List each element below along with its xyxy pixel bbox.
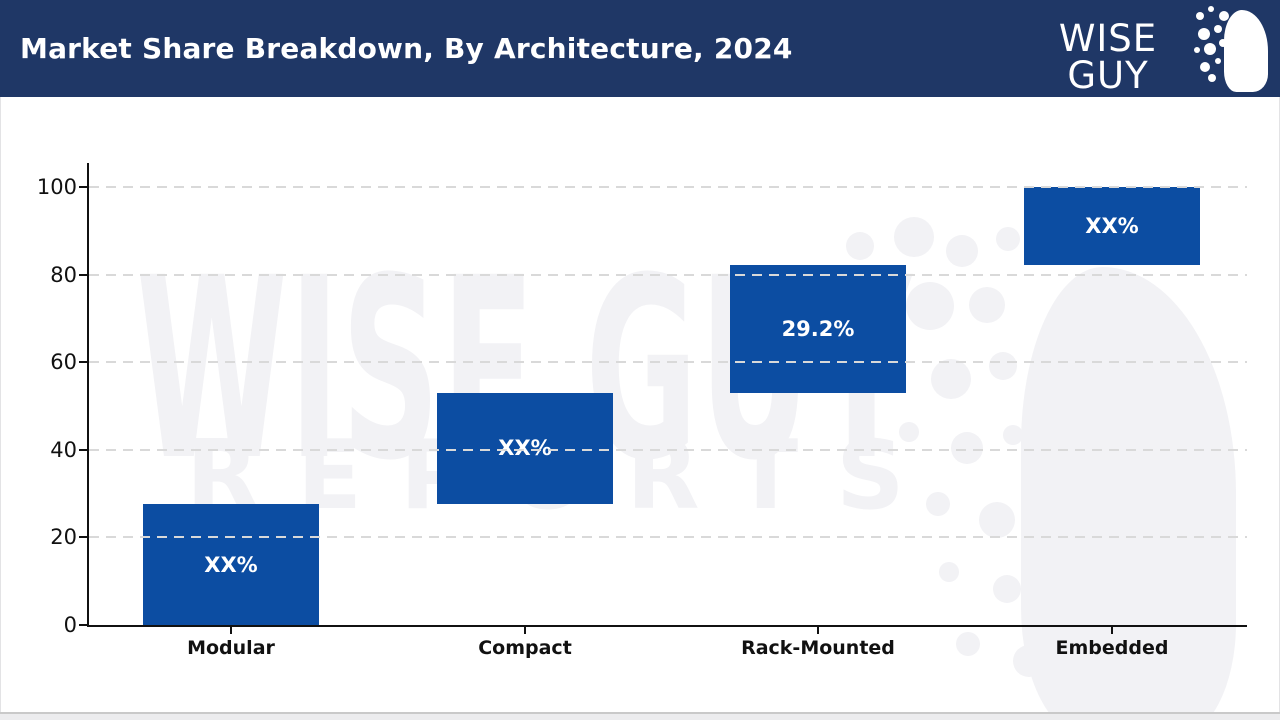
brand-tagline: REPORTS — [1050, 97, 1174, 112]
bar: XX% — [143, 504, 319, 625]
bar-value-label: 29.2% — [781, 316, 855, 341]
brand-text: WISE GUY REPORTS — [1018, 20, 1198, 112]
y-tick-mark — [79, 448, 89, 451]
y-tick-mark — [79, 536, 89, 539]
x-tick-mark — [1111, 627, 1113, 634]
y-tick-label: 0 — [63, 613, 77, 637]
category-label: Embedded — [1055, 637, 1169, 659]
header: Market Share Breakdown, By Architecture,… — [0, 0, 1280, 112]
category-label: Compact — [478, 637, 572, 659]
category-label: Rack-Mounted — [741, 637, 895, 659]
chart-area: WISE GUY REPORTS 020406080100XX%ModularX… — [0, 97, 1280, 713]
gridline — [89, 361, 1247, 364]
y-axis-line — [87, 163, 89, 627]
bar: XX% — [1024, 187, 1200, 265]
x-tick-mark — [524, 627, 526, 634]
gridline — [89, 186, 1247, 188]
bar: 29.2% — [730, 264, 906, 393]
y-tick-mark — [79, 361, 89, 364]
bar-value-label: XX% — [498, 436, 552, 461]
y-tick-label: 40 — [50, 437, 77, 462]
y-tick-mark — [79, 186, 89, 188]
brand-name: WISE GUY — [1058, 17, 1158, 97]
gridline — [89, 448, 1247, 451]
x-tick-mark — [817, 627, 819, 634]
brand-logo: WISE GUY REPORTS — [1018, 4, 1268, 112]
category-label: Modular — [187, 637, 275, 659]
y-tick-label: 80 — [50, 262, 77, 287]
y-tick-mark — [79, 273, 89, 276]
face-profile-icon — [1194, 6, 1268, 94]
bar-value-label: XX% — [1085, 213, 1139, 238]
watermark-face-icon — [1021, 267, 1236, 713]
y-tick-label: 60 — [50, 350, 77, 375]
gridline — [89, 273, 1247, 276]
y-tick-label: 20 — [50, 525, 77, 550]
x-tick-mark — [230, 627, 232, 634]
chart-title: Market Share Breakdown, By Architecture,… — [20, 32, 793, 65]
bar: XX% — [437, 392, 613, 505]
x-axis-line — [87, 625, 1247, 627]
bar-value-label: XX% — [204, 552, 258, 577]
y-tick-label: 100 — [36, 175, 77, 199]
footer-strip — [0, 712, 1280, 720]
gridline — [89, 536, 1247, 539]
y-tick-mark — [79, 624, 89, 626]
